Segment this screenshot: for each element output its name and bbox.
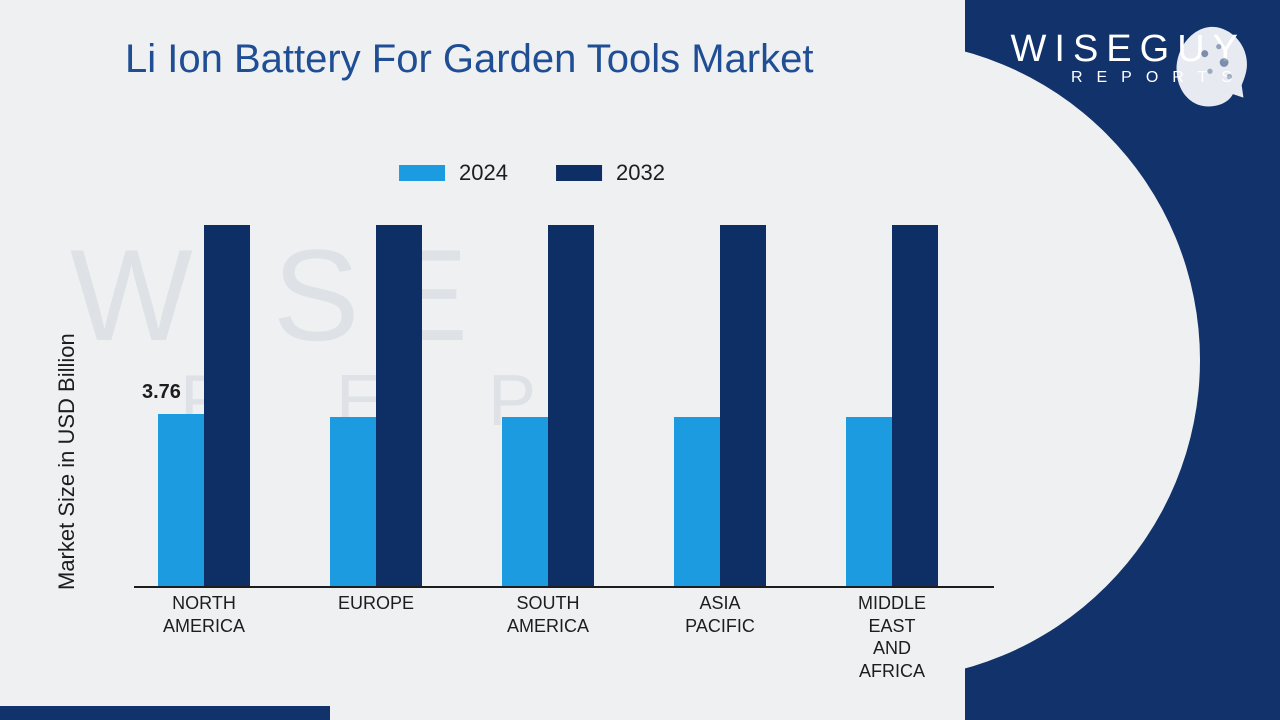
value-label: 3.76 [142, 381, 181, 404]
chart-area: Market Size in USD Billion 2024 2032 3.7… [62, 150, 1002, 710]
brand-logo: WISEGUY REPORTS [1011, 28, 1246, 87]
chart-title: Li Ion Battery For Garden Tools Market [125, 36, 813, 82]
bar-2024 [502, 417, 548, 586]
x-axis-category-label: EUROPE [311, 592, 441, 615]
bar-2024 [158, 414, 204, 586]
x-axis-category-label: SOUTHAMERICA [483, 592, 613, 637]
logo-head-icon [1166, 22, 1254, 110]
bar-2024 [674, 417, 720, 586]
legend-swatch-2032 [556, 165, 602, 181]
x-axis-category-label: ASIAPACIFIC [655, 592, 785, 637]
bar-2032 [892, 225, 938, 586]
x-axis-category-label: NORTHAMERICA [139, 592, 269, 637]
bottom-accent-bar [0, 706, 330, 720]
legend: 2024 2032 [399, 160, 665, 186]
y-axis-label: Market Size in USD Billion [54, 333, 80, 590]
bar-2032 [720, 225, 766, 586]
x-axis-category-label: MIDDLEEASTANDAFRICA [827, 592, 957, 682]
bar-2024 [846, 417, 892, 586]
legend-item-2032: 2032 [556, 160, 665, 186]
legend-label-2024: 2024 [459, 160, 508, 186]
legend-label-2032: 2032 [616, 160, 665, 186]
bar-2032 [204, 225, 250, 586]
page-root: WISE GUY R E P O R T S WISEGUY REPORTS L… [0, 0, 1280, 720]
legend-swatch-2024 [399, 165, 445, 181]
bar-2024 [330, 417, 376, 586]
plot-region: 3.76 [134, 200, 994, 588]
bar-2032 [376, 225, 422, 586]
bar-2032 [548, 225, 594, 586]
legend-item-2024: 2024 [399, 160, 508, 186]
